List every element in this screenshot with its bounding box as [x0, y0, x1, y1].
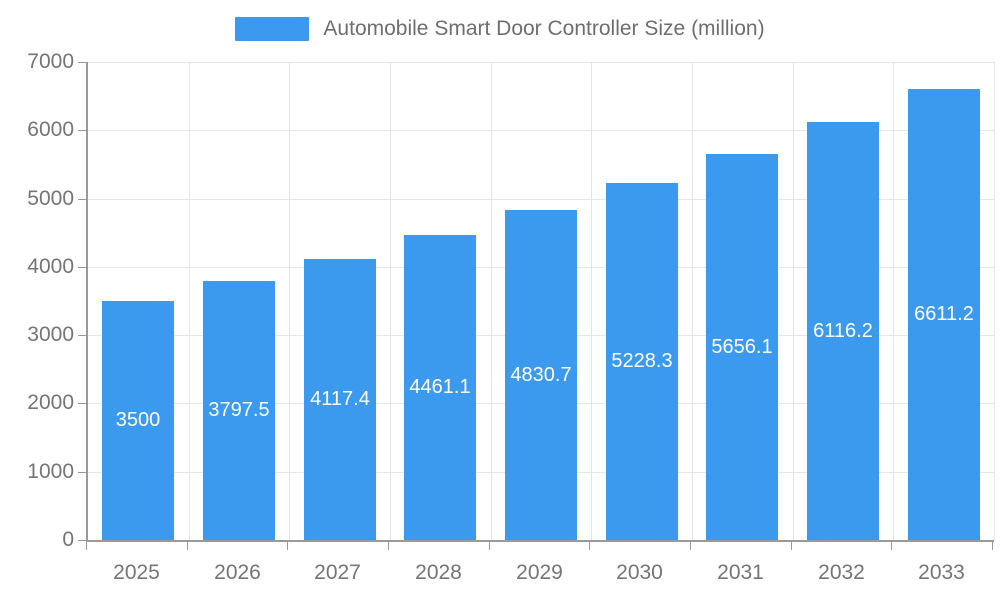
legend-label: Automobile Smart Door Controller Size (m…: [323, 17, 765, 40]
gridline-vertical: [692, 62, 693, 540]
bar[interactable]: 6116.2: [807, 122, 879, 540]
x-axis-tick: [86, 542, 87, 550]
y-axis-tick: [78, 198, 86, 200]
x-axis-label: 2026: [214, 561, 261, 584]
bar[interactable]: 3797.5: [203, 281, 275, 540]
x-axis-label: 2025: [113, 561, 160, 584]
y-axis-tick: [78, 471, 86, 473]
x-axis-tick: [589, 542, 590, 550]
x-axis-tick: [891, 542, 892, 550]
plot-area: 3500 3797.5 4117.4 4461.1 4830.7 5228.3 5656.1…: [86, 62, 995, 542]
x-axis-label: 2031: [717, 561, 764, 584]
bar-value-label: 5228.3: [611, 350, 673, 372]
bar-value-label: 6611.2: [914, 303, 974, 325]
y-axis-label: 5000: [27, 186, 74, 210]
y-axis-tick: [78, 540, 86, 541]
bar-value-label: 4830.7: [510, 363, 572, 386]
x-axis-tick: [690, 542, 691, 550]
bar[interactable]: 5656.1: [706, 154, 778, 540]
y-axis-tick: [78, 403, 86, 405]
y-axis-label: 6000: [27, 118, 74, 142]
x-axis-label: 2032: [818, 561, 865, 584]
legend[interactable]: Automobile Smart Door Controller Size (m…: [0, 17, 1000, 41]
bar[interactable]: 4117.4: [304, 259, 376, 540]
gridline-vertical: [893, 62, 894, 540]
gridline-vertical: [793, 62, 794, 540]
y-axis-label: 3000: [27, 323, 74, 347]
x-axis-tick: [791, 542, 792, 550]
x-axis-tick: [992, 542, 993, 550]
bar[interactable]: 4461.1: [404, 235, 476, 540]
y-axis-tick: [78, 266, 86, 268]
gridline-vertical: [390, 62, 391, 540]
x-axis-label: 2033: [918, 561, 965, 584]
y-axis-tick: [78, 130, 86, 132]
bar-value-label: 4117.4: [310, 388, 370, 410]
gridline-horizontal: [88, 130, 994, 132]
x-axis-label: 2030: [616, 561, 663, 584]
y-axis-label: 2000: [27, 391, 74, 415]
y-axis-label: 4000: [27, 254, 74, 278]
gridline-vertical: [189, 62, 190, 540]
y-axis-label: 1000: [27, 459, 74, 483]
gridline-horizontal: [88, 198, 994, 200]
bar[interactable]: 6611.2: [908, 89, 980, 540]
y-axis-tick: [78, 62, 86, 63]
x-axis-label: 2027: [314, 561, 361, 584]
x-axis-label: 2028: [415, 561, 462, 584]
bar[interactable]: 4830.7: [505, 210, 577, 540]
gridline-vertical: [491, 62, 492, 540]
y-axis-label: 7000: [27, 50, 74, 73]
bar-value-label: 4461.1: [409, 376, 471, 398]
bar[interactable]: 3500: [102, 301, 174, 540]
gridline-vertical: [994, 62, 995, 540]
legend-swatch: [235, 17, 310, 41]
bar-value-label: 6116.2: [813, 319, 873, 342]
x-axis-tick: [187, 542, 188, 550]
x-axis-tick: [489, 542, 490, 550]
bar-value-label: 3500: [115, 409, 161, 431]
y-axis-tick: [78, 335, 86, 337]
x-axis-label: 2029: [516, 561, 563, 584]
y-axis-label: 0: [62, 528, 74, 551]
bar-value-label: 5656.1: [711, 335, 773, 358]
gridline-vertical: [591, 62, 592, 540]
x-axis-tick: [287, 542, 288, 550]
bar[interactable]: 5228.3: [606, 183, 678, 540]
bar-value-label: 3797.5: [208, 399, 270, 421]
gridline-horizontal: [88, 62, 994, 63]
gridline-vertical: [289, 62, 290, 540]
x-axis-tick: [388, 542, 389, 550]
